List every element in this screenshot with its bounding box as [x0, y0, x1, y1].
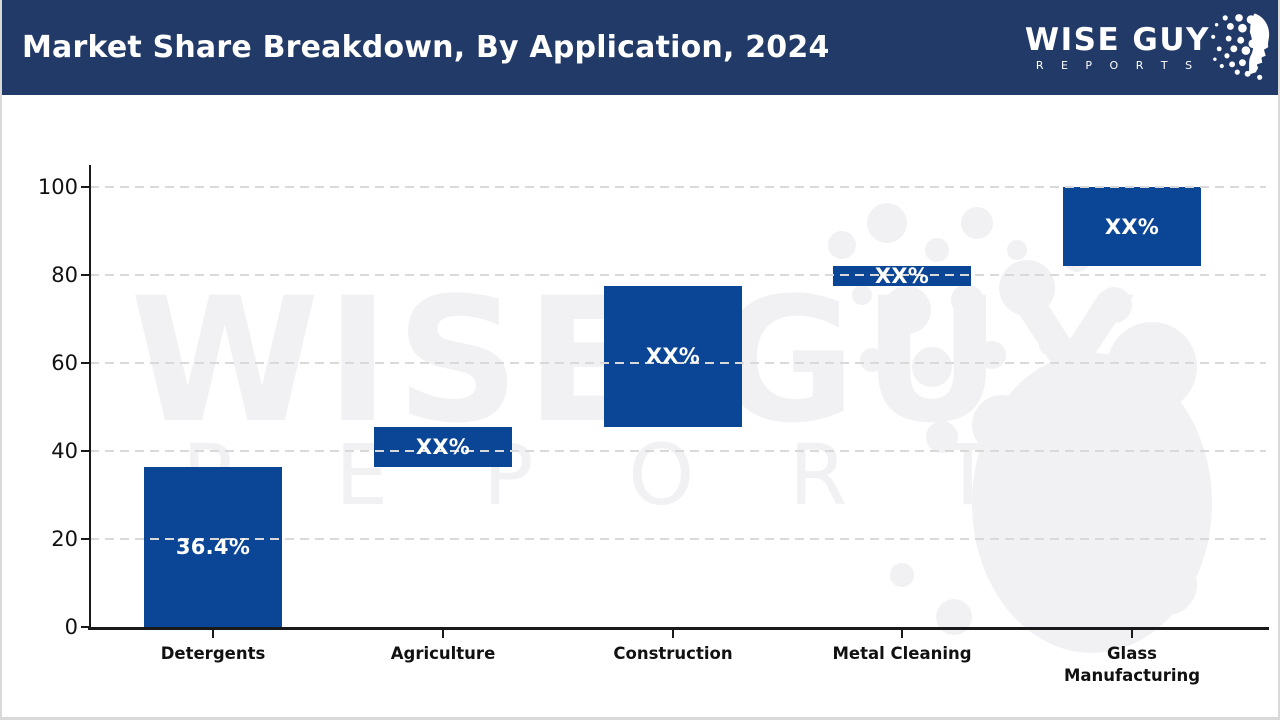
wiseguy-logo-wordmark: WISE GUY — [1024, 21, 1210, 58]
bar-value-label: XX% — [645, 344, 701, 369]
y-tick-80 — [81, 274, 90, 276]
y-tick-label-80: 80 — [51, 263, 78, 287]
bar-value-label: XX% — [874, 264, 930, 289]
wiseguy-head-icon — [1211, 13, 1270, 80]
bar-construction — [604, 286, 742, 427]
bar-metal-cleaning — [833, 266, 971, 286]
y-tick-60 — [81, 362, 90, 364]
bar-glass-manufacturing — [1063, 187, 1201, 267]
y-tick-100 — [81, 186, 90, 188]
x-tick-2 — [442, 629, 444, 638]
x-category-label-detergents: Detergents — [160, 644, 266, 663]
x-category-label-glass-manufacturing: Glass Manufacturing — [1063, 644, 1201, 686]
y-tick-label-0: 0 — [64, 615, 78, 639]
y-tick-0 — [81, 626, 90, 628]
y-tick-40 — [81, 450, 90, 452]
x-category-label-construction: Construction — [613, 644, 733, 663]
page-title: Market Share Breakdown, By Application, … — [22, 30, 830, 65]
bar-agriculture — [374, 426, 512, 467]
x-category-label-agriculture: Agriculture — [390, 644, 496, 663]
y-axis-line — [89, 165, 91, 629]
y-tick-label-60: 60 — [51, 351, 78, 375]
bar-value-label: XX% — [415, 434, 471, 459]
x-category-label-metal-cleaning: Metal Cleaning — [832, 644, 972, 663]
x-tick-4 — [901, 629, 903, 638]
chart-area: WISE GUY R E P O R T S 36.4%XX%XX%XX%XX%… — [2, 95, 1278, 717]
x-axis-line — [88, 627, 1269, 630]
bar-value-label: 36.4% — [175, 534, 251, 559]
y-tick-label-20: 20 — [51, 527, 78, 551]
wiseguy-logo-subtitle: R E P O R T S — [1035, 59, 1200, 73]
y-tick-label-100: 100 — [37, 175, 78, 199]
bar-value-label: XX% — [1104, 214, 1160, 239]
gridline-60 — [90, 362, 1266, 364]
x-tick-5 — [1131, 629, 1133, 638]
gridline-20 — [90, 538, 1266, 540]
gridline-80 — [90, 274, 1266, 276]
gridline-40 — [90, 450, 1266, 452]
gridline-100 — [90, 186, 1266, 188]
header-banner: Market Share Breakdown, By Application, … — [2, 0, 1278, 95]
wiseguy-logo: WISE GUY R E P O R T S — [1025, 6, 1270, 90]
x-tick-1 — [212, 629, 214, 638]
bar-detergents — [144, 466, 282, 627]
x-tick-3 — [672, 629, 674, 638]
y-tick-label-40: 40 — [51, 439, 78, 463]
wiseguy-logo-text: WISE GUY R E P O R T S — [1025, 24, 1210, 73]
y-tick-20 — [81, 538, 90, 540]
